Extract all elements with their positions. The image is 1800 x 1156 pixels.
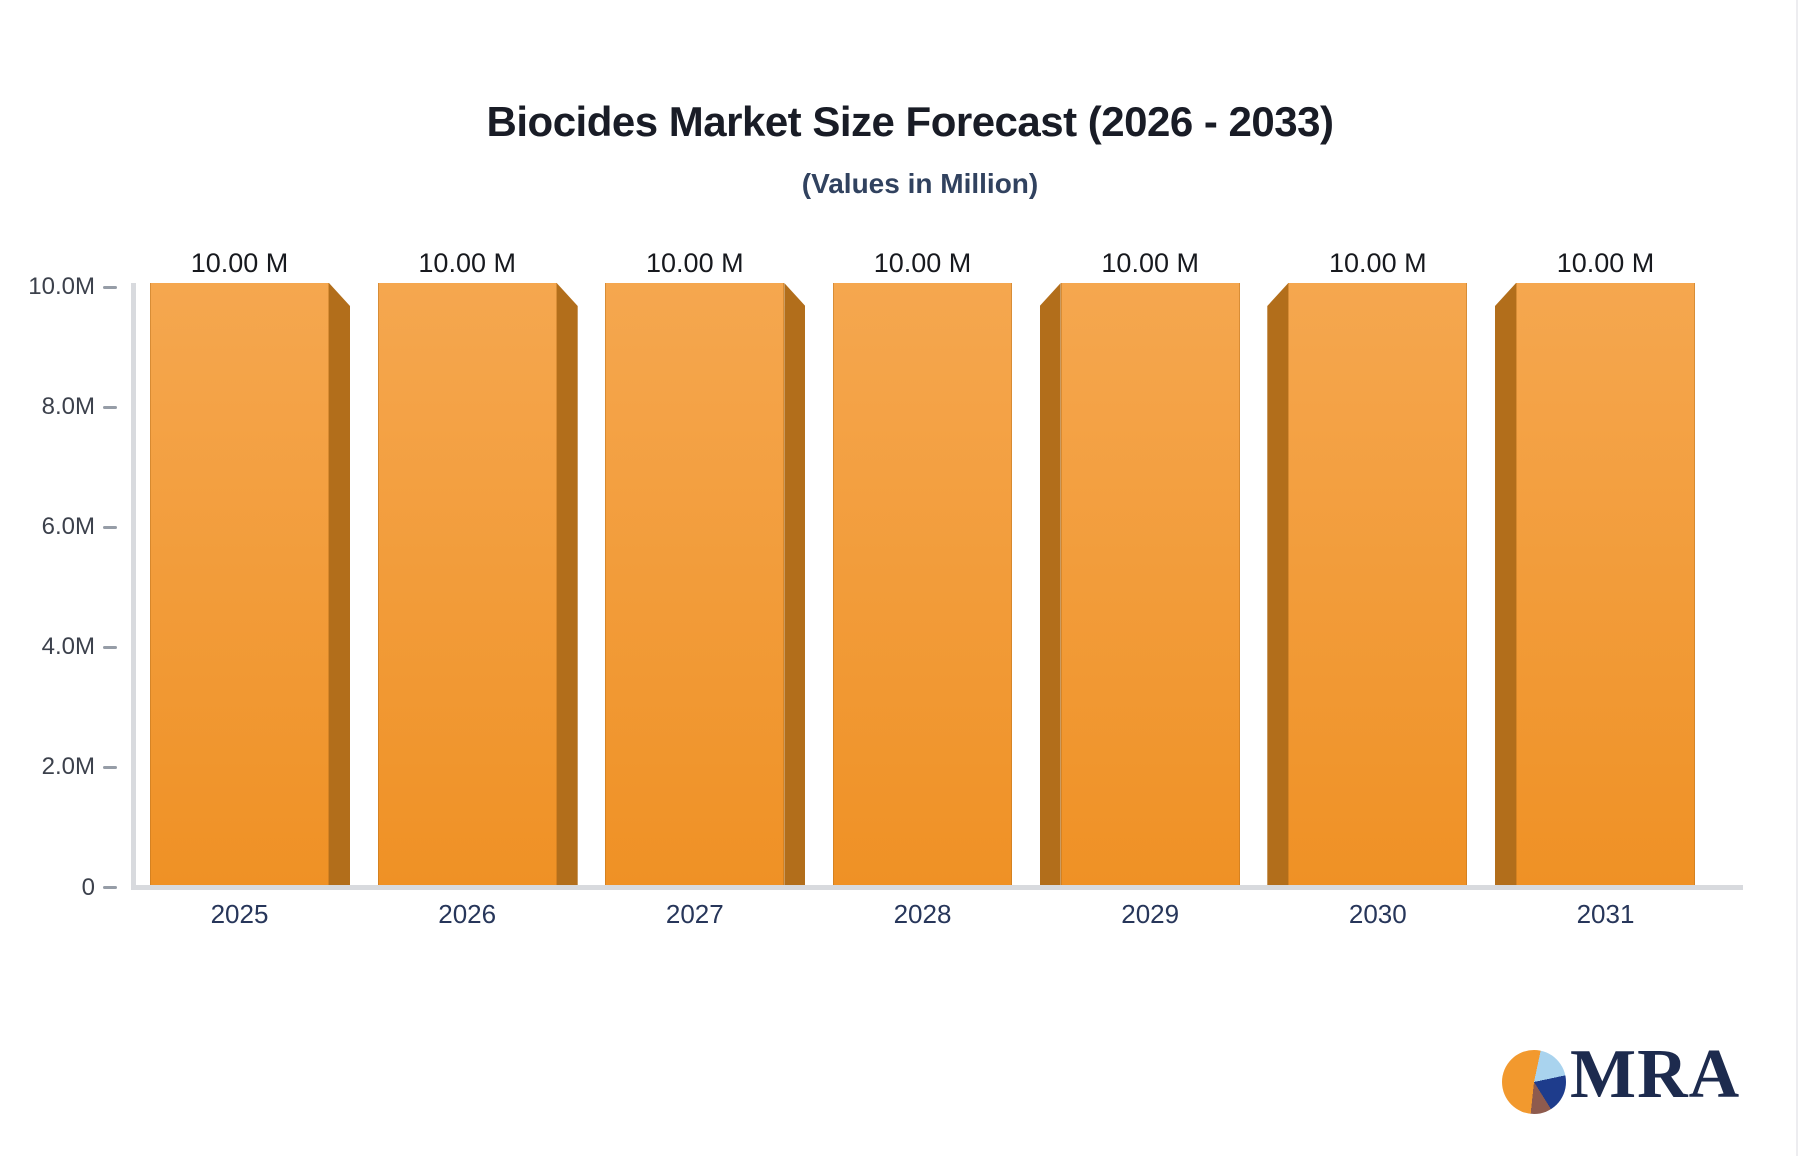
x-tick-label: 2028: [893, 899, 952, 929]
x-axis-line: [131, 885, 1743, 890]
bar-value-label: 10.00 M: [1556, 248, 1655, 278]
y-tick-label: 4.0M: [41, 633, 95, 661]
brand-logo: MRA: [1502, 1036, 1740, 1114]
x-tick-label: 2025: [210, 899, 269, 929]
bar-2030: [1288, 283, 1468, 885]
y-axis-line: [131, 283, 136, 890]
bar-side-face: [1495, 283, 1516, 885]
bar-2028: [833, 283, 1012, 885]
y-tick-label: 2.0M: [41, 753, 95, 781]
y-tick-label: 6.0M: [41, 513, 95, 541]
y-tick-mark: [103, 645, 117, 649]
bar-value-label: 10.00 M: [418, 248, 516, 278]
bar-side-face: [1039, 283, 1061, 885]
pie-chart-logo-icon: [1502, 1050, 1566, 1114]
y-tick-mark: [103, 886, 117, 889]
bar-value-label: 10.00 M: [1101, 248, 1199, 278]
bar-side-face: [556, 283, 578, 885]
y-tick-mark: [103, 525, 117, 529]
bar-2026: [377, 283, 557, 885]
x-tick-label: 2027: [665, 899, 724, 929]
bar-value-label: 10.00 M: [873, 248, 972, 278]
y-tick-mark: [103, 285, 117, 289]
brand-wordmark: MRA: [1570, 1036, 1741, 1113]
bar-side-face: [784, 283, 806, 885]
bar-2025: [150, 283, 329, 885]
page-right-border: [1796, 0, 1798, 1156]
y-tick-mark: [103, 405, 117, 409]
x-tick-label: 2026: [438, 899, 497, 929]
bar-side-face: [1267, 283, 1289, 885]
x-tick-label: 2029: [1121, 899, 1180, 929]
chart-subtitle: (Values in Million): [801, 168, 1039, 199]
bar-2031: [1516, 283, 1695, 885]
bar-value-label: 10.00 M: [1329, 248, 1427, 278]
x-tick-label: 2030: [1348, 899, 1407, 929]
bar-2027: [605, 283, 785, 885]
chart-title: Biocides Market Size Forecast (2026 - 20…: [486, 98, 1334, 145]
y-tick-label: 10.0M: [28, 273, 95, 300]
bar-2029: [1060, 283, 1240, 885]
x-tick-label: 2031: [1576, 899, 1635, 929]
y-tick-mark: [103, 765, 117, 769]
bar-value-label: 10.00 M: [190, 248, 289, 278]
bar-value-label: 10.00 M: [646, 248, 744, 278]
y-tick-label: 0: [81, 873, 95, 901]
bar-side-face: [329, 283, 350, 885]
y-tick-label: 8.0M: [41, 393, 95, 421]
